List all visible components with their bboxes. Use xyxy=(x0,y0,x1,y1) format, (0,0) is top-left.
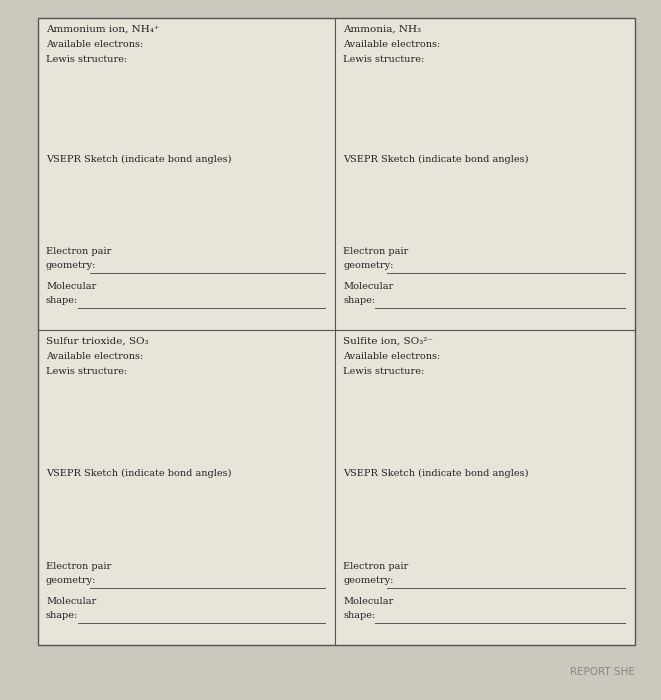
Text: Sulfur trioxide, SO₃: Sulfur trioxide, SO₃ xyxy=(46,337,149,346)
Text: Electron pair: Electron pair xyxy=(343,561,408,570)
Text: Available electrons:: Available electrons: xyxy=(343,40,440,49)
Text: shape:: shape: xyxy=(343,610,375,620)
Text: Available electrons:: Available electrons: xyxy=(343,352,440,361)
Text: VSEPR Sketch (indicate bond angles): VSEPR Sketch (indicate bond angles) xyxy=(46,468,231,477)
Text: shape:: shape: xyxy=(46,296,78,305)
Text: Ammonium ion, NH₄⁺: Ammonium ion, NH₄⁺ xyxy=(46,25,159,34)
Text: geometry:: geometry: xyxy=(343,575,393,584)
Bar xyxy=(335,18,635,330)
Text: Molecular: Molecular xyxy=(46,282,97,291)
Text: Electron pair: Electron pair xyxy=(46,561,111,570)
Text: Ammonia, NH₃: Ammonia, NH₃ xyxy=(343,25,421,34)
Text: Sulfite ion, SO₃²⁻: Sulfite ion, SO₃²⁻ xyxy=(343,337,433,346)
Text: Electron pair: Electron pair xyxy=(46,247,111,256)
Text: shape:: shape: xyxy=(343,296,375,305)
Text: Molecular: Molecular xyxy=(46,596,97,606)
Bar xyxy=(38,18,635,645)
Text: VSEPR Sketch (indicate bond angles): VSEPR Sketch (indicate bond angles) xyxy=(343,468,529,477)
Bar xyxy=(38,18,335,330)
Text: shape:: shape: xyxy=(46,610,78,620)
Text: geometry:: geometry: xyxy=(343,261,393,270)
Text: REPORT SHE: REPORT SHE xyxy=(570,667,635,677)
Text: Molecular: Molecular xyxy=(343,596,393,606)
Text: Lewis structure:: Lewis structure: xyxy=(343,367,424,376)
Bar xyxy=(38,330,335,645)
Text: Molecular: Molecular xyxy=(343,282,393,291)
Text: Electron pair: Electron pair xyxy=(343,247,408,256)
Text: geometry:: geometry: xyxy=(46,575,97,584)
Bar xyxy=(335,330,635,645)
Text: Lewis structure:: Lewis structure: xyxy=(343,55,424,64)
Text: geometry:: geometry: xyxy=(46,261,97,270)
Text: Lewis structure:: Lewis structure: xyxy=(46,367,128,376)
Text: Available electrons:: Available electrons: xyxy=(46,40,143,49)
Text: VSEPR Sketch (indicate bond angles): VSEPR Sketch (indicate bond angles) xyxy=(343,155,529,164)
Text: Lewis structure:: Lewis structure: xyxy=(46,55,128,64)
Text: Available electrons:: Available electrons: xyxy=(46,352,143,361)
Text: VSEPR Sketch (indicate bond angles): VSEPR Sketch (indicate bond angles) xyxy=(46,155,231,164)
